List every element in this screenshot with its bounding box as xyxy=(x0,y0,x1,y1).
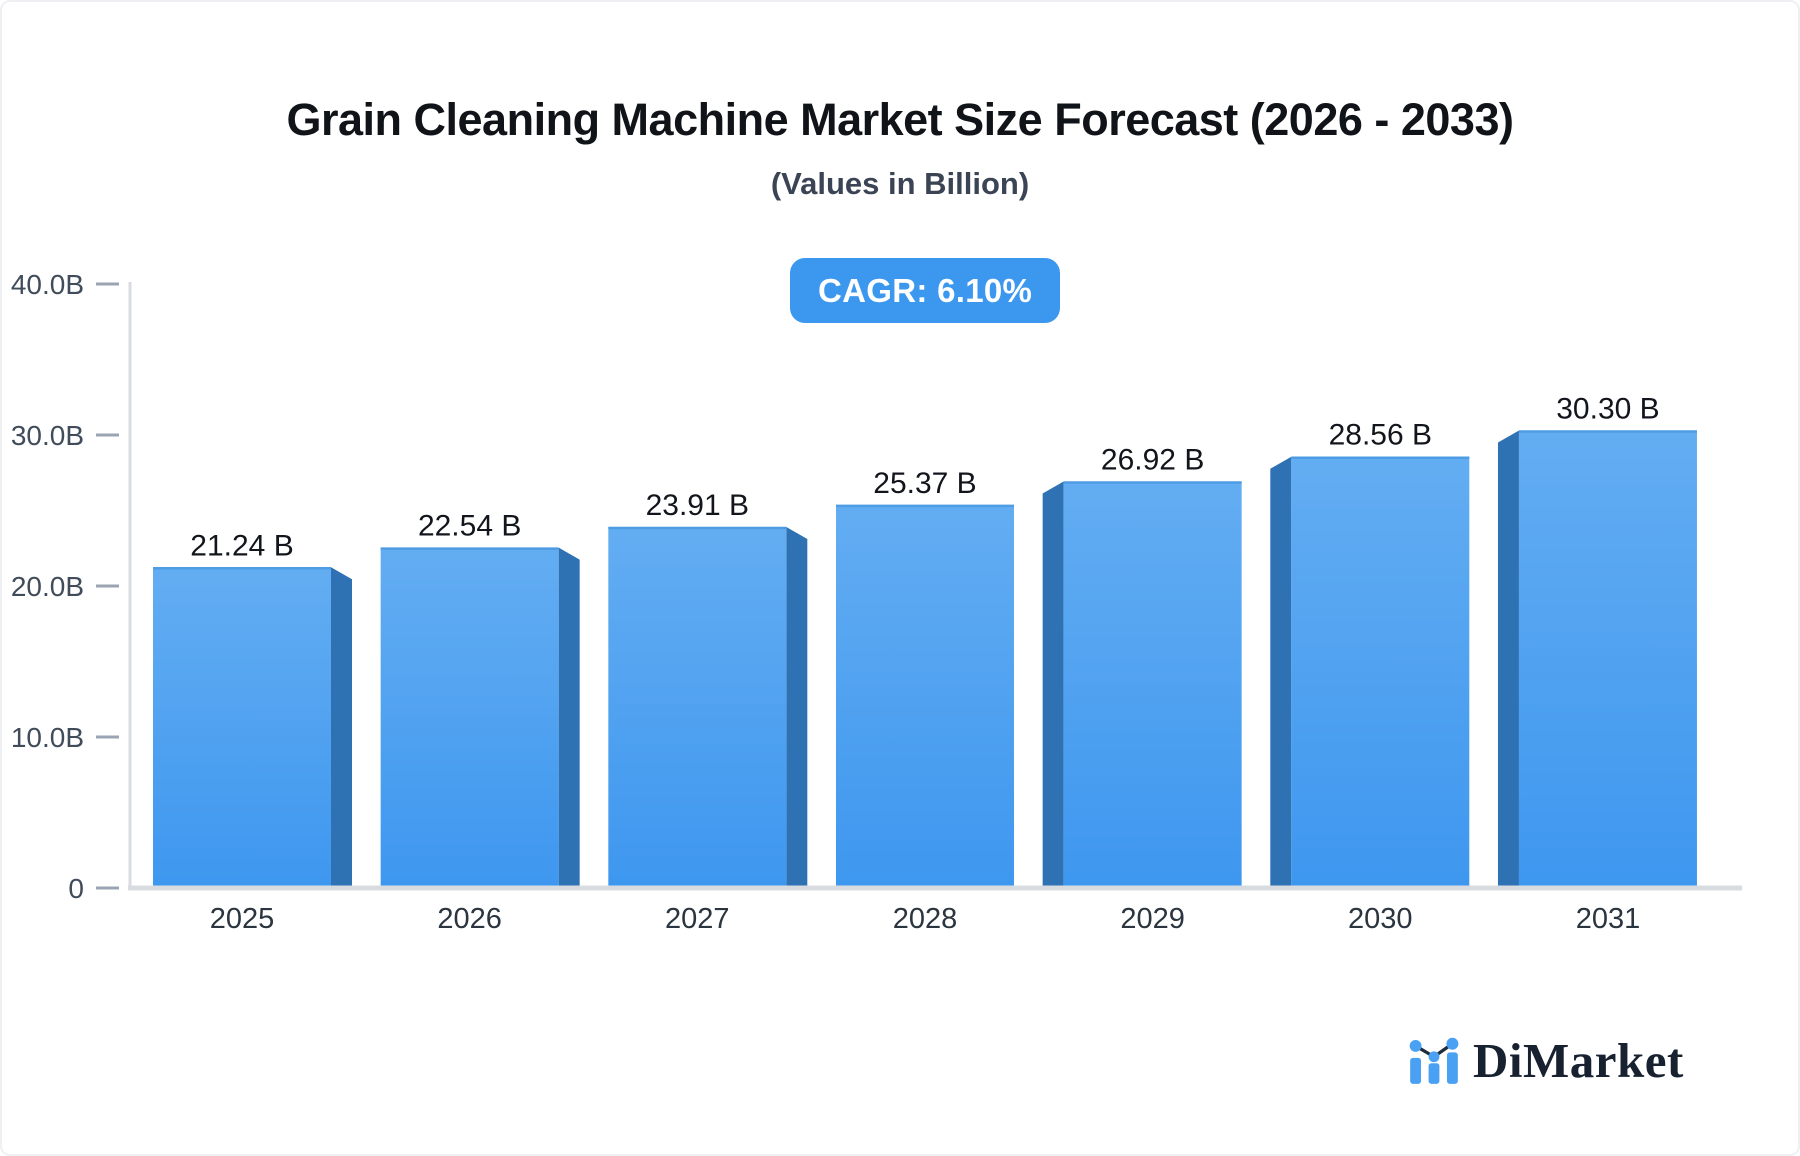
y-axis-label: 10.0B xyxy=(11,722,84,753)
bar-side xyxy=(331,567,352,888)
bar-side xyxy=(1497,430,1519,888)
bar-value-label: 22.54 B xyxy=(418,510,521,543)
x-axis-label: 2025 xyxy=(210,903,275,935)
x-axis-label: 2031 xyxy=(1576,903,1641,935)
bar-2025 xyxy=(153,567,331,888)
bar-2029 xyxy=(1063,481,1242,888)
y-axis-label: 0 xyxy=(68,873,84,904)
bar-2026 xyxy=(380,547,559,888)
cagr-badge: CAGR: 6.10% xyxy=(790,258,1061,323)
bar-side xyxy=(786,526,808,888)
bar-value-label: 28.56 B xyxy=(1329,419,1432,452)
brand-logo: DiMarket xyxy=(1408,1034,1684,1086)
x-axis-label: 2027 xyxy=(665,903,730,935)
chart-title: Grain Cleaning Machine Market Size Forec… xyxy=(286,94,1514,145)
bar-side xyxy=(1042,481,1064,888)
x-axis-label: 2026 xyxy=(437,903,502,935)
cagr-badge-label: CAGR: 6.10% xyxy=(818,271,1033,309)
bar-value-label: 23.91 B xyxy=(646,489,749,522)
chart-subtitle: (Values in Billion) xyxy=(770,166,1030,201)
bar-2031 xyxy=(1518,430,1697,888)
bar-2030 xyxy=(1291,456,1470,888)
x-axis-label: 2030 xyxy=(1348,903,1413,935)
y-axis-label: 40.0B xyxy=(11,269,84,300)
bar-value-label: 21.24 B xyxy=(190,529,293,562)
bar-side xyxy=(1270,456,1292,888)
y-axis-label: 30.0B xyxy=(11,420,84,451)
bar-2027 xyxy=(608,526,787,888)
bar-value-label: 26.92 B xyxy=(1101,444,1204,477)
bar-value-label: 30.30 B xyxy=(1556,392,1659,425)
y-axis-label: 20.0B xyxy=(11,571,84,602)
bar-2028 xyxy=(835,504,1014,888)
x-axis-label: 2028 xyxy=(893,903,958,935)
x-axis-label: 2029 xyxy=(1120,903,1185,935)
bar-line-chart-icon xyxy=(1409,1037,1459,1084)
bar-value-label: 25.37 B xyxy=(873,467,976,500)
bar-side xyxy=(558,547,580,888)
brand-name: DiMarket xyxy=(1473,1032,1684,1088)
